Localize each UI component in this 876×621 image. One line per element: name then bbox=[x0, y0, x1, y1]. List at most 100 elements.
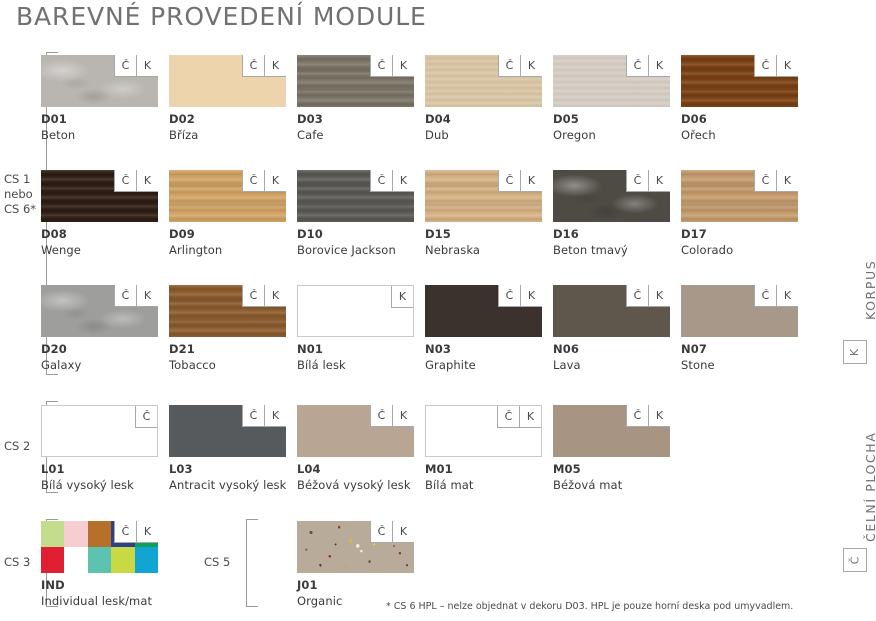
badge-korpus-icon: K bbox=[264, 55, 286, 77]
swatch-code: J01 bbox=[297, 578, 318, 592]
swatch-name: Oregon bbox=[553, 128, 596, 142]
swatch-code: D21 bbox=[169, 342, 195, 356]
badge-korpus-icon: K bbox=[776, 55, 798, 77]
swatch-code: D20 bbox=[41, 342, 67, 356]
swatch-cell-n03[interactable]: Č K N03 Graphite bbox=[425, 285, 542, 372]
ind-color-cell-7 bbox=[64, 547, 88, 573]
badge-celni-plocha-icon: Č bbox=[242, 55, 265, 77]
swatch-code: D16 bbox=[553, 227, 579, 241]
swatch-cell-m01[interactable]: Č K M01 Bílá mat bbox=[425, 405, 542, 492]
badge-celni-plocha-icon: Č bbox=[497, 406, 520, 428]
badge-korpus-icon: K bbox=[776, 170, 798, 192]
swatch-cell-n07[interactable]: Č K N07 Stone bbox=[681, 285, 798, 372]
swatch-cell-l01[interactable]: Č L01 Bílá vysoký lesk bbox=[41, 405, 158, 492]
badge-celni-plocha-icon: Č bbox=[626, 55, 649, 77]
badge-celni-plocha-icon: Č bbox=[114, 55, 137, 77]
swatch-cell-j01[interactable]: Č K J01 Organic bbox=[297, 521, 414, 608]
swatch-cell-m05[interactable]: Č K M05 Béžová mat bbox=[553, 405, 670, 492]
swatch-cell-d02[interactable]: Č K D02 Bříza bbox=[169, 55, 286, 142]
group-label-cs1-line3: CS 6* bbox=[4, 202, 37, 216]
swatch-code: L03 bbox=[169, 462, 193, 476]
ind-color-cell-1 bbox=[41, 521, 65, 547]
swatch-chip-n01[interactable]: K bbox=[297, 285, 414, 337]
swatch-code: D15 bbox=[425, 227, 451, 241]
swatch-code: D17 bbox=[681, 227, 707, 241]
swatch-code: D01 bbox=[41, 112, 67, 126]
swatch-cell-d10[interactable]: Č K D10 Borovice Jackson bbox=[297, 170, 414, 257]
badge-korpus-icon: K bbox=[136, 55, 158, 77]
swatch-cell-d09[interactable]: Č K D09 Arlington bbox=[169, 170, 286, 257]
swatch-name: Béžová mat bbox=[553, 478, 623, 492]
swatch-cell-d15[interactable]: Č K D15 Nebraska bbox=[425, 170, 542, 257]
swatch-cell-n06[interactable]: Č K N06 Lava bbox=[553, 285, 670, 372]
swatch-cell-d21[interactable]: Č K D21 Tobacco bbox=[169, 285, 286, 372]
swatch-cell-d08[interactable]: Č K D08 Wenge bbox=[41, 170, 158, 257]
swatch-name: Borovice Jackson bbox=[297, 243, 396, 257]
swatch-cell-d17[interactable]: Č K D17 Colorado bbox=[681, 170, 798, 257]
swatch-chip-l01[interactable]: Č bbox=[41, 405, 158, 457]
swatch-cell-d01[interactable]: Č K D01 Beton bbox=[41, 55, 158, 142]
swatch-cell-d04[interactable]: Č K D04 Dub bbox=[425, 55, 542, 142]
badge-celni-plocha-icon: Č bbox=[626, 170, 649, 192]
badge-korpus-icon: K bbox=[136, 521, 158, 543]
badge-celni-plocha-icon: Č bbox=[498, 285, 521, 307]
side-label-korpus: KORPUS bbox=[863, 259, 876, 320]
swatch-name: Colorado bbox=[681, 243, 734, 257]
badge-korpus-icon: K bbox=[648, 170, 670, 192]
swatch-cell-d16[interactable]: Č K D16 Beton tmavý bbox=[553, 170, 670, 257]
swatch-name: Graphite bbox=[425, 358, 476, 372]
badge-korpus-icon: K bbox=[520, 285, 542, 307]
swatch-code: D05 bbox=[553, 112, 579, 126]
swatch-code: M01 bbox=[425, 462, 453, 476]
badge-celni-plocha-icon: Č bbox=[754, 170, 777, 192]
swatch-cell-l04[interactable]: Č K L04 Béžová vysoký lesk bbox=[297, 405, 414, 492]
swatch-cell-l03[interactable]: Č K L03 Antracit vysoký lesk bbox=[169, 405, 286, 492]
swatch-cell-d05[interactable]: Č K D05 Oregon bbox=[553, 55, 670, 142]
swatch-cell-d06[interactable]: Č K D06 Ořech bbox=[681, 55, 798, 142]
badge-korpus-icon: K bbox=[264, 285, 286, 307]
swatch-cell-ind[interactable]: Č K IND Individual lesk/mat bbox=[41, 521, 158, 608]
swatch-cell-d03[interactable]: Č K D03 Cafe bbox=[297, 55, 414, 142]
swatch-name: Dub bbox=[425, 128, 449, 142]
swatch-code: D06 bbox=[681, 112, 707, 126]
swatch-cell-n01[interactable]: K N01 Bílá lesk bbox=[297, 285, 414, 372]
swatch-name: Bílá vysoký lesk bbox=[41, 478, 134, 492]
badge-korpus-icon: K bbox=[391, 286, 413, 308]
swatch-cell-d20[interactable]: Č K D20 Galaxy bbox=[41, 285, 158, 372]
swatch-name: Lava bbox=[553, 358, 581, 372]
swatch-name: Beton bbox=[41, 128, 76, 142]
ind-color-cell-2 bbox=[64, 521, 88, 547]
